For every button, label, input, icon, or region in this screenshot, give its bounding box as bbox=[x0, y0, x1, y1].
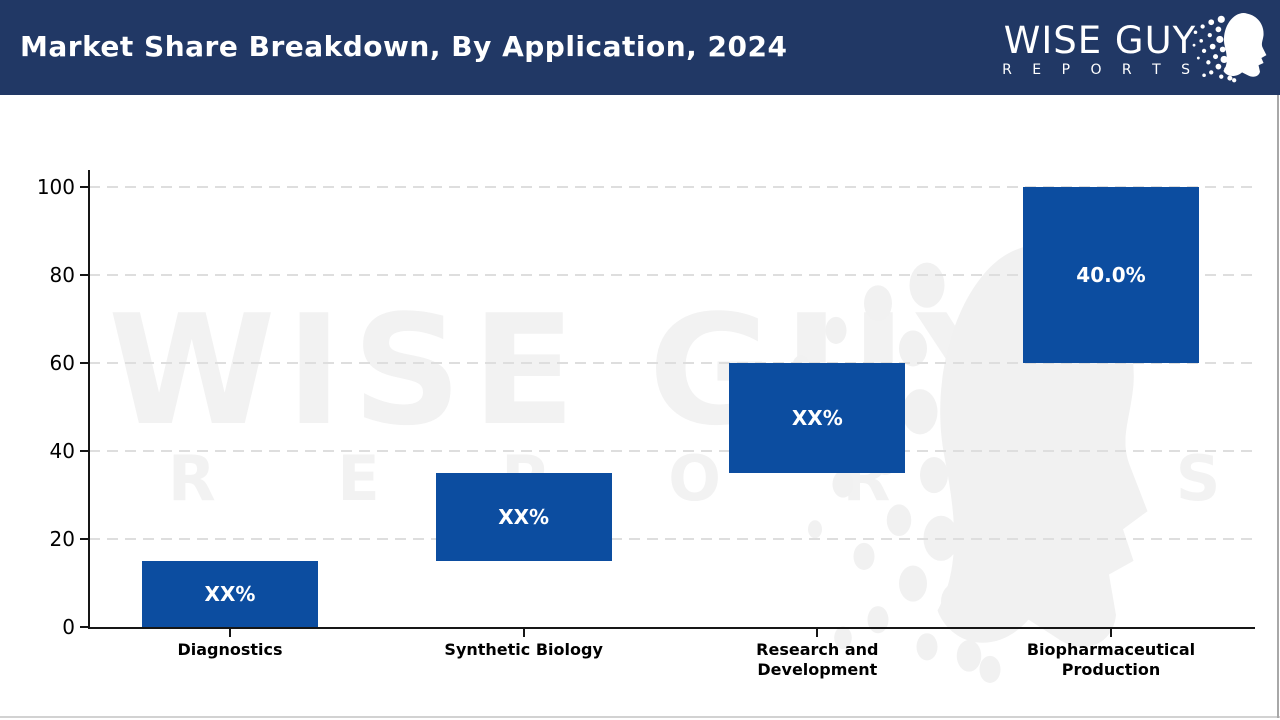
x-category-label-4: Biopharmaceutical Production bbox=[1026, 640, 1196, 679]
chart-title: Market Share Breakdown, By Application, … bbox=[20, 30, 788, 63]
x-axis-spine bbox=[88, 627, 1255, 629]
bar-1: XX% bbox=[142, 561, 318, 627]
y-tick-label-60: 60 bbox=[49, 351, 75, 375]
gridline-60 bbox=[89, 362, 1253, 364]
bar-4: 40.0% bbox=[1023, 187, 1199, 363]
y-tick-label-40: 40 bbox=[49, 439, 75, 463]
y-tick-40 bbox=[80, 450, 88, 452]
brand-face-icon bbox=[1192, 13, 1267, 83]
x-tick-3 bbox=[816, 629, 819, 637]
bar-value-label: XX% bbox=[791, 406, 843, 430]
brand-logo-text: WISE GUY R E P O R T S bbox=[1002, 19, 1198, 78]
gridline-20 bbox=[89, 538, 1253, 540]
bar-value-label: XX% bbox=[498, 505, 550, 529]
bar-value-label: XX% bbox=[204, 582, 256, 606]
y-tick-100 bbox=[80, 186, 88, 188]
x-category-label-3: Research and Development bbox=[756, 640, 879, 679]
y-tick-label-0: 0 bbox=[62, 615, 75, 639]
y-tick-label-20: 20 bbox=[49, 527, 75, 551]
bar-2: XX% bbox=[435, 473, 612, 561]
frame-right-border bbox=[1277, 95, 1279, 718]
y-tick-60 bbox=[80, 362, 88, 364]
y-tick-0 bbox=[80, 626, 88, 628]
header-bar: Market Share Breakdown, By Application, … bbox=[0, 0, 1280, 95]
brand-logo-subname: R E P O R T S bbox=[1002, 61, 1198, 78]
bar-value-label: 40.0% bbox=[1076, 263, 1146, 287]
y-tick-80 bbox=[80, 274, 88, 276]
x-category-label-1: Diagnostics bbox=[177, 640, 283, 659]
x-tick-1 bbox=[229, 629, 231, 637]
x-tick-2 bbox=[522, 629, 525, 637]
y-tick-label-80: 80 bbox=[49, 263, 75, 287]
x-category-label-2: Synthetic Biology bbox=[444, 640, 603, 659]
frame-bottom-border bbox=[0, 716, 1280, 718]
bar-3: XX% bbox=[729, 363, 906, 473]
gridline-80 bbox=[89, 274, 1253, 276]
y-tick-20 bbox=[80, 538, 88, 540]
y-tick-label-100: 100 bbox=[36, 175, 75, 199]
brand-logo-name: WISE GUY bbox=[1003, 18, 1197, 62]
brand-logo: WISE GUY R E P O R T S bbox=[1002, 4, 1270, 92]
gridline-100 bbox=[89, 186, 1253, 188]
y-axis-spine bbox=[88, 170, 90, 629]
gridline-40 bbox=[89, 450, 1253, 452]
x-tick-4 bbox=[1110, 629, 1112, 637]
